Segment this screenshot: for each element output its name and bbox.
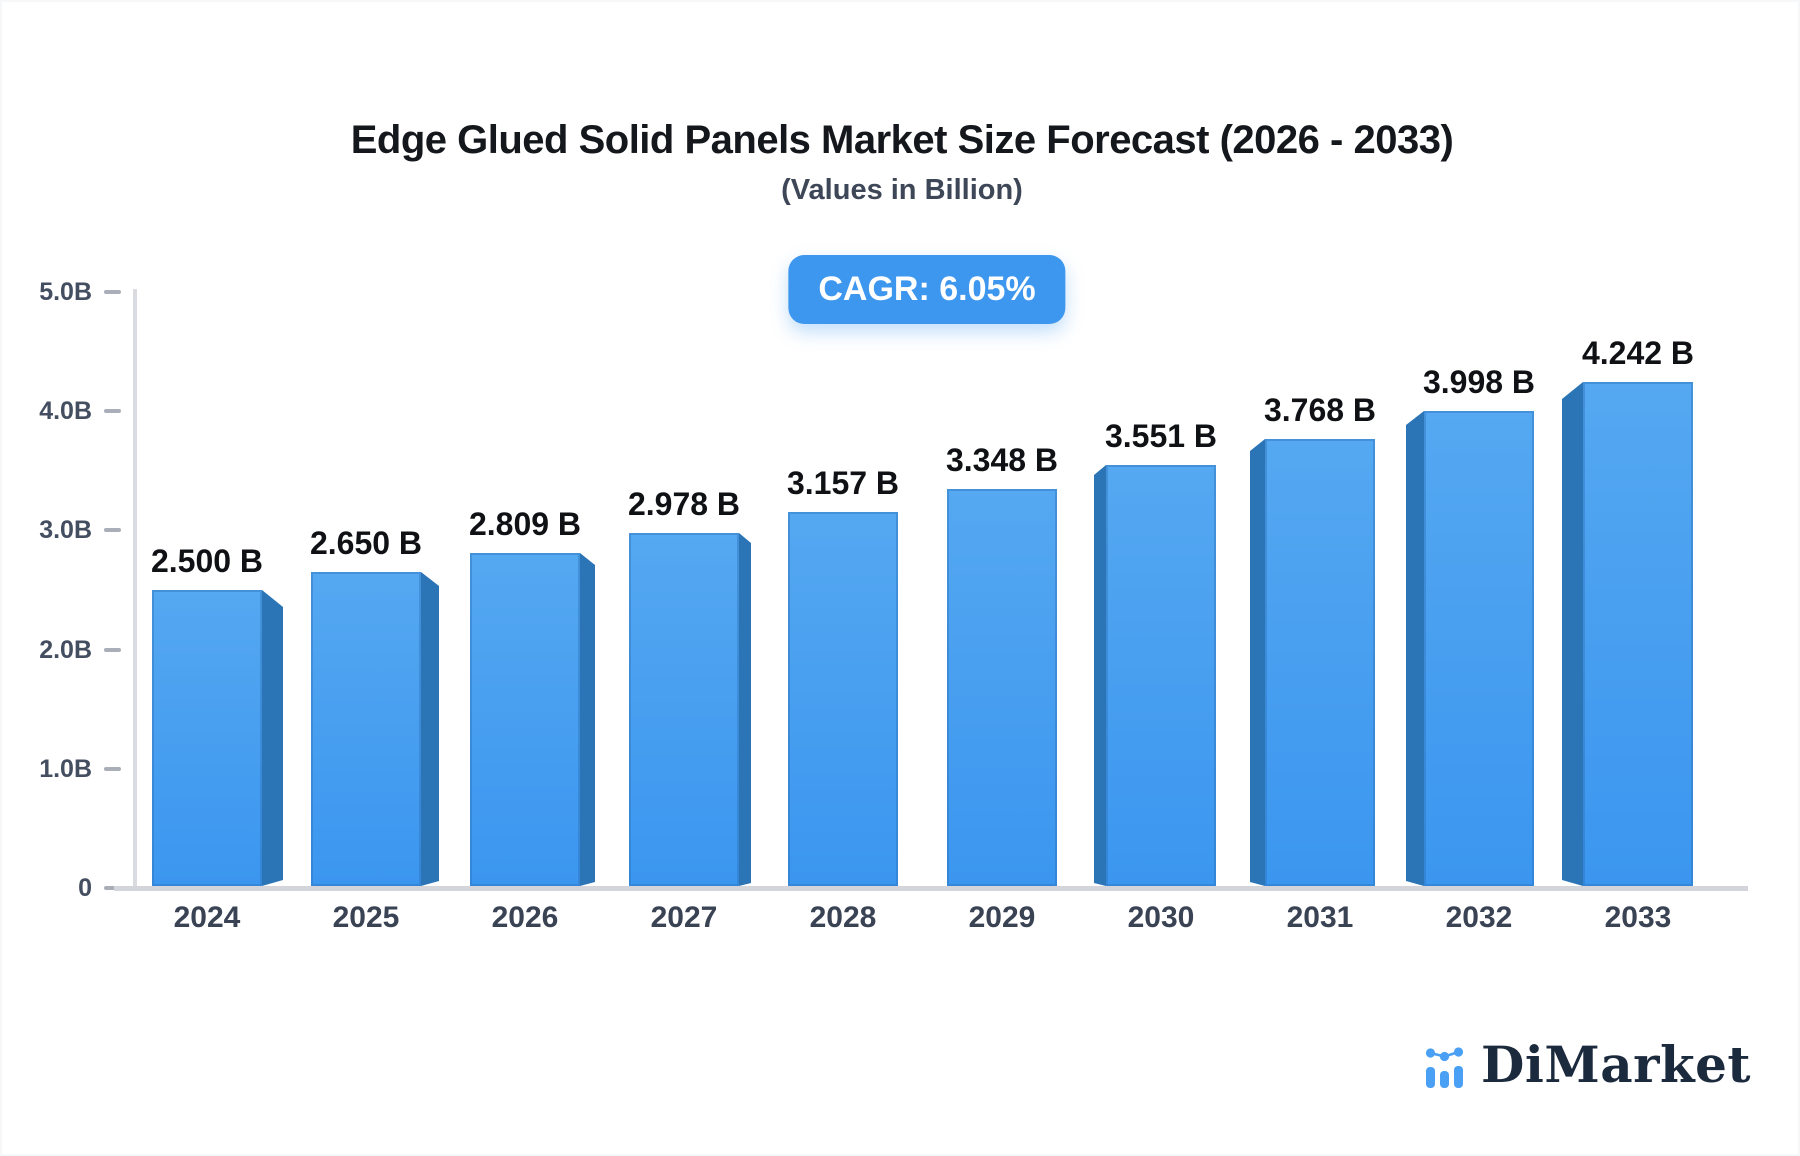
y-tick-label: 3.0B xyxy=(39,516,92,545)
bar-2031 xyxy=(1265,439,1375,886)
y-tick-label: 2.0B xyxy=(39,635,92,664)
bar-side-2032 xyxy=(1406,411,1424,886)
bar-2032 xyxy=(1424,411,1534,886)
x-tick-label: 2030 xyxy=(1127,901,1195,934)
bar-side-2031 xyxy=(1250,439,1265,886)
bar-2033 xyxy=(1583,382,1693,886)
bar-value-label: 2.978 B xyxy=(627,486,741,522)
bar-2028 xyxy=(788,512,898,886)
brand-logo: DiMarket xyxy=(1424,1035,1751,1094)
y-tick-mark xyxy=(104,528,121,533)
bar-side-2027 xyxy=(739,533,751,886)
bar-value-label: 3.768 B xyxy=(1263,392,1377,428)
x-tick-label: 2026 xyxy=(491,901,559,934)
bar-2030 xyxy=(1106,465,1216,886)
cagr-badge: CAGR: 6.05% xyxy=(788,255,1066,324)
bar-side-2030 xyxy=(1094,465,1106,886)
bar-2026 xyxy=(470,553,580,886)
dimarket-logo-icon xyxy=(1425,1047,1464,1088)
y-tick-mark xyxy=(104,290,121,294)
x-tick-label: 2027 xyxy=(650,901,718,934)
x-tick-label: 2033 xyxy=(1604,901,1672,934)
bar-2029 xyxy=(947,489,1057,886)
y-tick-label: 1.0B xyxy=(39,754,92,783)
x-tick-label: 2024 xyxy=(173,901,241,934)
bar-value-label: 2.809 B xyxy=(468,506,582,542)
y-tick-label: 0 xyxy=(78,874,92,902)
x-axis-line xyxy=(114,886,1748,891)
x-tick-label: 2028 xyxy=(809,901,877,934)
bar-side-2024 xyxy=(262,590,283,886)
bar-2024 xyxy=(152,590,262,886)
bar-side-2033 xyxy=(1562,382,1583,886)
x-tick-label: 2025 xyxy=(332,901,400,934)
bar-2027 xyxy=(629,533,739,886)
y-tick-label: 4.0B xyxy=(39,397,92,426)
bar-side-2026 xyxy=(580,553,595,886)
y-tick-mark xyxy=(104,766,121,771)
bar-value-label: 4.242 B xyxy=(1581,335,1695,371)
bar-value-label: 3.348 B xyxy=(945,442,1059,478)
y-tick-mark xyxy=(104,409,121,414)
bar-value-label: 2.500 B xyxy=(150,543,264,579)
y-axis-line xyxy=(133,289,137,888)
x-tick-label: 2029 xyxy=(968,901,1036,934)
bar-value-label: 3.551 B xyxy=(1104,418,1218,454)
x-tick-label: 2032 xyxy=(1445,901,1513,934)
bar-side-2025 xyxy=(421,572,439,886)
brand-name: DiMarket xyxy=(1481,1035,1751,1094)
chart-subtitle: (Values in Billion) xyxy=(781,174,1023,206)
bar-value-label: 2.650 B xyxy=(309,525,423,561)
x-tick-label: 2031 xyxy=(1286,901,1354,934)
bar-2025 xyxy=(311,572,421,886)
bar-value-label: 3.998 B xyxy=(1422,364,1536,400)
chart-title: Edge Glued Solid Panels Market Size Fore… xyxy=(350,118,1454,162)
y-tick-label: 5.0B xyxy=(39,278,92,306)
y-tick-mark xyxy=(104,647,121,652)
y-tick-mark xyxy=(104,886,121,890)
bar-value-label: 3.157 B xyxy=(786,465,900,501)
